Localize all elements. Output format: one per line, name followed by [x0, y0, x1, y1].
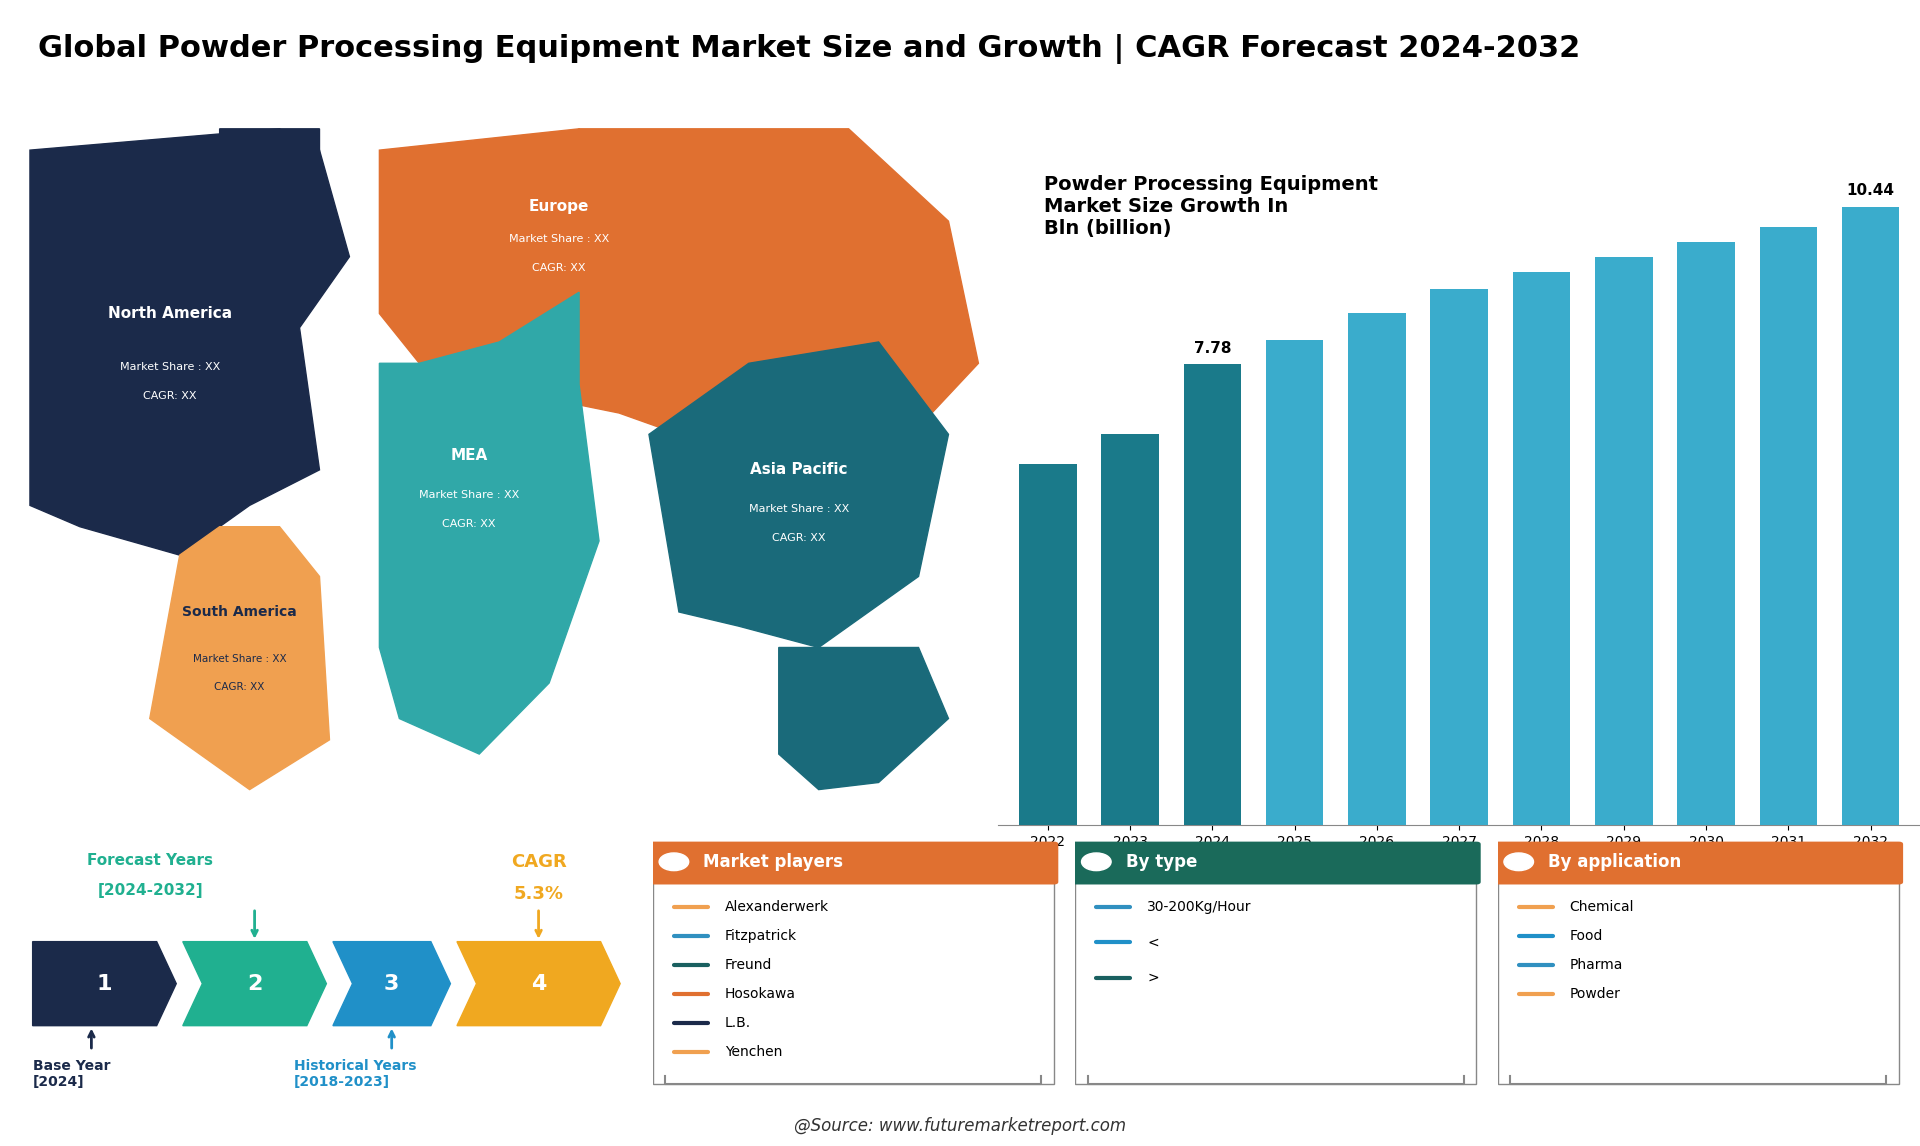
Bar	[1348, 313, 1405, 825]
FancyBboxPatch shape	[649, 841, 1058, 885]
Circle shape	[1503, 853, 1534, 871]
Text: North America: North America	[108, 306, 232, 321]
Text: By application: By application	[1548, 853, 1682, 871]
Bar	[1430, 289, 1488, 825]
Text: 2: 2	[248, 974, 263, 994]
Text: Fitzpatrick: Fitzpatrick	[724, 929, 797, 943]
Bar	[1513, 272, 1571, 825]
Text: Hosokawa: Hosokawa	[724, 987, 795, 1002]
Text: Market Share : XX: Market Share : XX	[119, 362, 221, 372]
Text: >: >	[1146, 971, 1158, 984]
Polygon shape	[457, 942, 620, 1026]
Bar	[1020, 464, 1077, 825]
Polygon shape	[649, 342, 948, 647]
Bar	[1183, 364, 1240, 825]
Polygon shape	[219, 128, 319, 221]
Text: <: <	[1146, 935, 1158, 950]
Text: CAGR: CAGR	[511, 854, 566, 871]
Text: 30-200Kg/Hour: 30-200Kg/Hour	[1146, 900, 1252, 915]
Text: Asia Pacific: Asia Pacific	[751, 462, 847, 478]
Circle shape	[659, 853, 689, 871]
Bar	[1759, 227, 1816, 825]
Text: 7.78: 7.78	[1194, 340, 1231, 355]
FancyBboxPatch shape	[1071, 841, 1480, 885]
Text: @Source: www.futuremarketreport.com: @Source: www.futuremarketreport.com	[795, 1116, 1125, 1135]
Text: Forecast Years: Forecast Years	[86, 854, 213, 869]
Text: Freund: Freund	[724, 958, 772, 972]
Text: Market Share : XX: Market Share : XX	[749, 504, 849, 515]
Text: MEA: MEA	[451, 448, 488, 463]
Text: Market Share : XX: Market Share : XX	[192, 653, 286, 664]
Text: South America: South America	[182, 605, 298, 619]
Text: CAGR: XX: CAGR: XX	[142, 391, 196, 401]
Polygon shape	[380, 128, 618, 363]
Text: Pharma: Pharma	[1569, 958, 1622, 972]
Text: CAGR: XX: CAGR: XX	[442, 519, 495, 528]
Text: Food: Food	[1569, 929, 1603, 943]
Text: L.B.: L.B.	[724, 1017, 751, 1030]
Text: 10.44: 10.44	[1847, 183, 1895, 198]
Text: 1: 1	[96, 974, 111, 994]
Text: 4: 4	[530, 974, 547, 994]
Polygon shape	[332, 942, 451, 1026]
Polygon shape	[150, 527, 330, 790]
Text: CAGR: XX: CAGR: XX	[532, 262, 586, 273]
Text: Alexanderwerk: Alexanderwerk	[724, 900, 829, 915]
Text: [2024-2032]: [2024-2032]	[98, 882, 204, 897]
Polygon shape	[31, 128, 349, 555]
Text: Europe: Europe	[528, 199, 589, 214]
Bar	[1678, 242, 1736, 825]
Text: Market players: Market players	[703, 853, 843, 871]
Text: 5.3%: 5.3%	[513, 885, 564, 903]
Text: 3: 3	[384, 974, 399, 994]
Bar	[1596, 257, 1653, 825]
Text: CAGR: XX: CAGR: XX	[215, 682, 265, 692]
Text: Global Powder Processing Equipment Market Size and Growth | CAGR Forecast 2024-2: Global Powder Processing Equipment Marke…	[38, 34, 1580, 64]
Bar	[1841, 207, 1899, 825]
Text: Chemical: Chemical	[1569, 900, 1634, 915]
FancyBboxPatch shape	[1494, 841, 1903, 885]
Polygon shape	[780, 647, 948, 790]
Text: CAGR: XX: CAGR: XX	[772, 533, 826, 543]
Circle shape	[1081, 853, 1112, 871]
Polygon shape	[380, 292, 599, 754]
Text: Yenchen: Yenchen	[724, 1045, 781, 1059]
Text: Market Share : XX: Market Share : XX	[509, 235, 609, 244]
Bar	[1102, 434, 1160, 825]
Title: Powder Processing Equipment
Market Size Growth In
Bln (billion): Powder Processing Equipment Market Size …	[1044, 175, 1379, 238]
Text: Market Share : XX: Market Share : XX	[419, 490, 520, 501]
Text: Powder: Powder	[1569, 987, 1620, 1002]
Bar	[1265, 339, 1323, 825]
Text: By type: By type	[1125, 853, 1198, 871]
Text: Base Year
[2024]: Base Year [2024]	[33, 1059, 109, 1090]
Polygon shape	[549, 128, 979, 484]
Polygon shape	[182, 942, 326, 1026]
Polygon shape	[33, 942, 177, 1026]
Text: Historical Years
[2018-2023]: Historical Years [2018-2023]	[294, 1059, 417, 1090]
